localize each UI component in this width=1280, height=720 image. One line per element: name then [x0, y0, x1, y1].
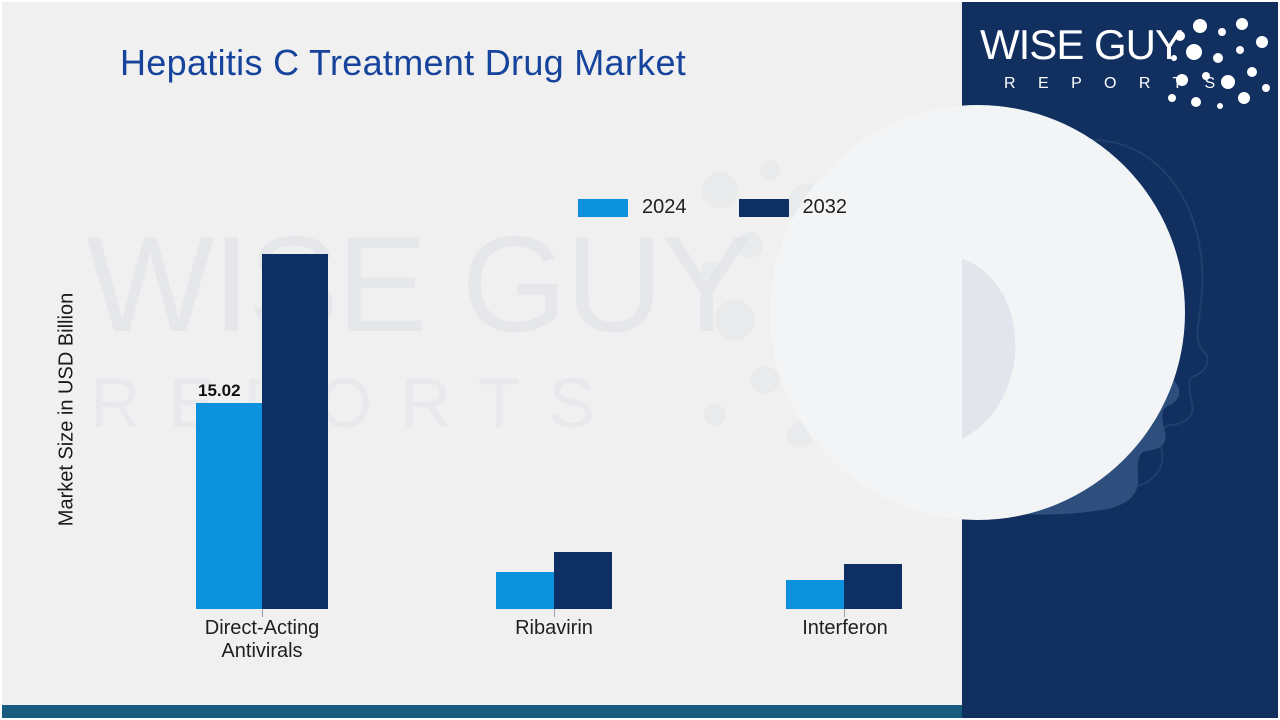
- x-axis-tick: [262, 609, 263, 617]
- bar-2032-ribavirin[interactable]: [554, 552, 612, 609]
- brand-panel: WISE GUY R E P O R T S: [962, 0, 1280, 720]
- chart-legend: 2024 2032: [578, 196, 847, 219]
- bar-value-label: 15.02: [198, 381, 241, 400]
- bottom-accent-strip: [0, 705, 962, 720]
- legend-item-2032[interactable]: 2032: [738, 196, 848, 219]
- bar-2024-interferon[interactable]: [786, 580, 844, 609]
- legend-item-2024[interactable]: 2024: [578, 196, 687, 219]
- y-axis-label: Market Size in USD Billion: [55, 292, 78, 527]
- legend-label-2024: 2024: [642, 196, 687, 218]
- x-axis-category-label: Interferon: [802, 617, 888, 639]
- bar-2032-interferon[interactable]: [844, 564, 902, 609]
- chart-title: Hepatitis C Treatment Drug Market: [120, 42, 687, 83]
- chart-panel: WISE GUY REPORTS Hepatitis C Treatment D…: [55, 42, 902, 662]
- legend-label-2032: 2032: [802, 196, 848, 218]
- bar-2024-ribavirin[interactable]: [496, 572, 554, 609]
- logo-reports-text: R E P O R T S: [1004, 75, 1225, 92]
- brand-circle: [962, 105, 1185, 520]
- logo-dots-icon: [1168, 18, 1270, 109]
- bar-2024-direct-acting-antivirals[interactable]: [196, 403, 262, 609]
- x-axis-category-label: Direct-Acting Antivirals: [204, 617, 320, 662]
- bar-2032-direct-acting-antivirals[interactable]: [262, 254, 328, 609]
- legend-swatch-2032: [738, 198, 789, 217]
- x-axis-category-label: Ribavirin: [515, 617, 593, 639]
- molecule-dots-icon: [962, 258, 1016, 439]
- x-axis-tick: [844, 609, 845, 617]
- x-axis-tick: [554, 609, 555, 617]
- brand-logo: WISE GUY R E P O R T S: [980, 18, 1270, 114]
- plot-area: 15.02 Direct-Acting Antivirals Ribavirin In…: [196, 254, 902, 662]
- legend-swatch-2024: [578, 198, 628, 217]
- logo-wiseguy-text: WISE GUY: [980, 21, 1183, 68]
